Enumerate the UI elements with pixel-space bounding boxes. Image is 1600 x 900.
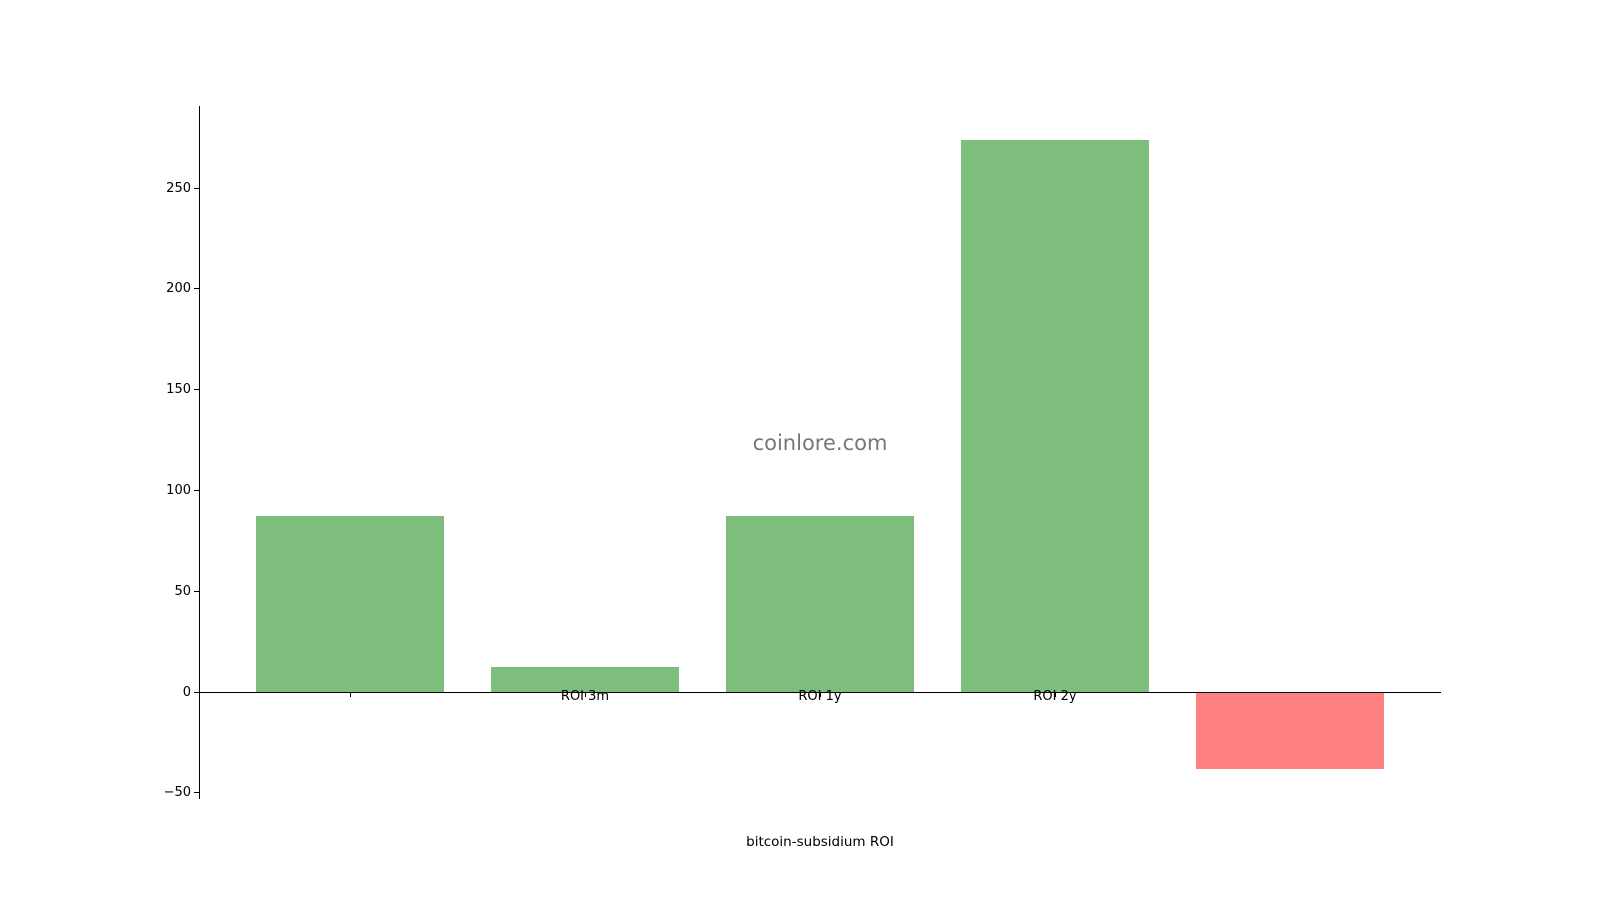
y-tick	[194, 792, 199, 793]
bar-unlabeled-0	[256, 515, 445, 693]
y-tick	[194, 692, 199, 693]
bar-roi-3m	[491, 667, 680, 693]
y-tick-label: 250	[166, 181, 191, 196]
y-tick-label: 0	[182, 685, 191, 700]
y-tick	[194, 188, 199, 189]
x-tick	[350, 693, 351, 697]
y-tick	[194, 288, 199, 289]
y-tick-label: 150	[166, 382, 191, 397]
y-tick-label: −50	[163, 785, 191, 800]
bar-roi-1y	[726, 515, 915, 693]
y-tick-label: 200	[166, 281, 191, 296]
y-tick	[194, 389, 199, 390]
y-tick-label: 50	[174, 584, 191, 599]
y-tick-label: 100	[166, 483, 191, 498]
x-tick-label: ROI 3m	[560, 689, 610, 704]
y-axis-spine	[199, 106, 200, 799]
watermark: coinlore.com	[752, 431, 888, 455]
x-axis-title: bitcoin-subsidium ROI	[746, 834, 894, 850]
y-tick	[194, 490, 199, 491]
x-tick-label: ROI 1y	[798, 689, 842, 704]
bar-unlabeled-4	[1196, 692, 1385, 769]
x-tick	[820, 693, 821, 697]
y-tick	[194, 591, 199, 592]
x-axis-zero-line	[200, 692, 1441, 693]
x-tick	[585, 693, 586, 697]
x-tick	[1055, 693, 1056, 697]
bar-roi-2y	[961, 140, 1150, 693]
x-tick-label: ROI 2y	[1033, 689, 1077, 704]
